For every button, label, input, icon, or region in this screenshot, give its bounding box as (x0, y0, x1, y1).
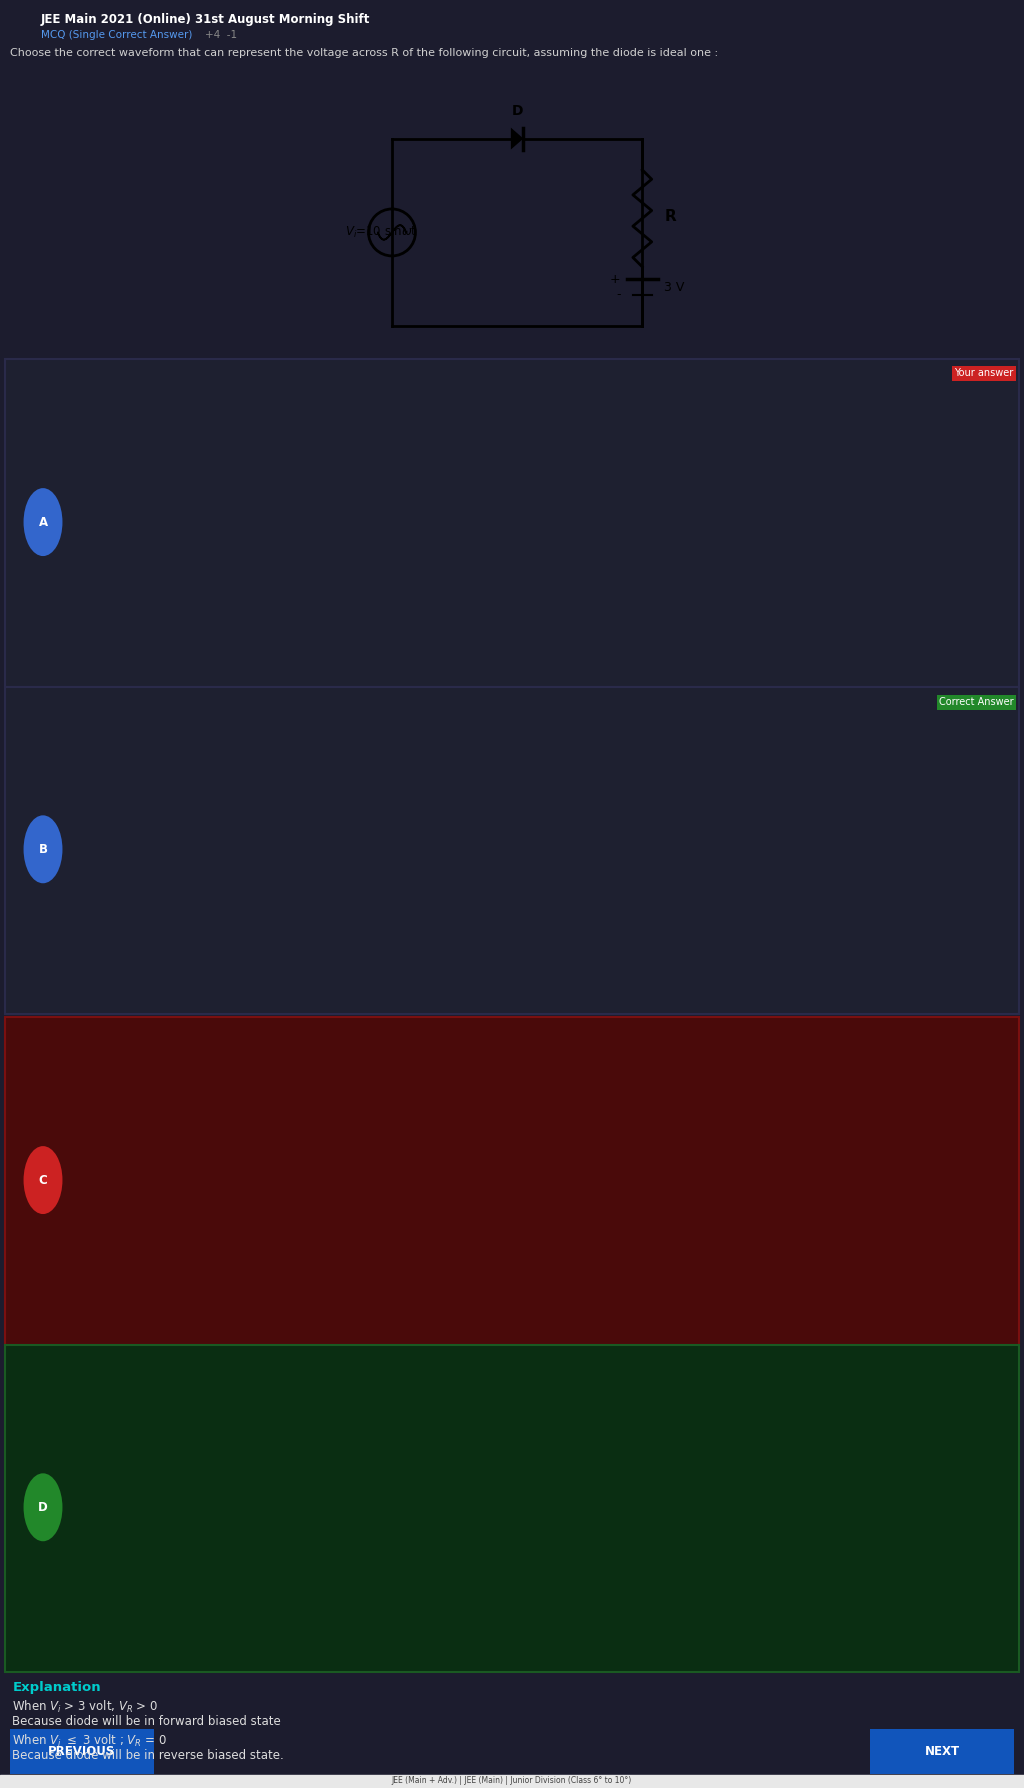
Text: B: B (39, 842, 47, 856)
Text: Choose the correct waveform that can represent the voltage across R of the follo: Choose the correct waveform that can rep… (10, 48, 719, 59)
Text: t: t (779, 517, 784, 531)
Text: t: t (779, 1175, 784, 1189)
Text: JEE Main 2021 (Online) 31st August Morning Shift: JEE Main 2021 (Online) 31st August Morni… (41, 13, 371, 25)
Text: PREVIOUS: PREVIOUS (48, 1745, 116, 1758)
Text: V: V (224, 1409, 234, 1425)
Text: V: V (224, 751, 234, 767)
Text: MCQ (Single Correct Answer): MCQ (Single Correct Answer) (41, 30, 193, 41)
Text: Because diode will be in forward biased state: Because diode will be in forward biased … (12, 1715, 281, 1727)
Text: JEE (Main + Adv.) | JEE (Main) | Junior Division (Class 6° to 10°): JEE (Main + Adv.) | JEE (Main) | Junior … (392, 1775, 632, 1786)
Text: C: C (39, 1173, 47, 1187)
Text: t: t (779, 844, 784, 858)
Text: t: t (779, 1502, 784, 1516)
Text: -: - (615, 288, 621, 302)
Text: NEXT: NEXT (925, 1745, 959, 1758)
Text: Correct Answer: Correct Answer (939, 697, 1014, 708)
Text: $V_i$=10 sin$\omega$t: $V_i$=10 sin$\omega$t (345, 224, 418, 241)
Polygon shape (511, 127, 523, 150)
Text: V: V (224, 424, 234, 440)
Text: When $V_i$ > 3 volt, $V_R$ > 0: When $V_i$ > 3 volt, $V_R$ > 0 (12, 1699, 159, 1715)
Text: D: D (38, 1500, 48, 1514)
Text: R: R (665, 209, 676, 224)
Text: Because diode will be in reverse biased state.: Because diode will be in reverse biased … (12, 1749, 284, 1761)
Text: Your answer: Your answer (954, 368, 1014, 379)
Text: A: A (39, 515, 47, 529)
Text: 3 V: 3 V (665, 281, 685, 293)
Text: V: V (224, 1082, 234, 1098)
Text: When $V_i$ $\leq$ 3 volt ; $V_R$ = 0: When $V_i$ $\leq$ 3 volt ; $V_R$ = 0 (12, 1733, 167, 1749)
Text: +4  -1: +4 -1 (205, 30, 237, 41)
Text: +: + (609, 274, 621, 286)
Text: Explanation: Explanation (12, 1681, 101, 1693)
Text: D: D (511, 104, 523, 118)
